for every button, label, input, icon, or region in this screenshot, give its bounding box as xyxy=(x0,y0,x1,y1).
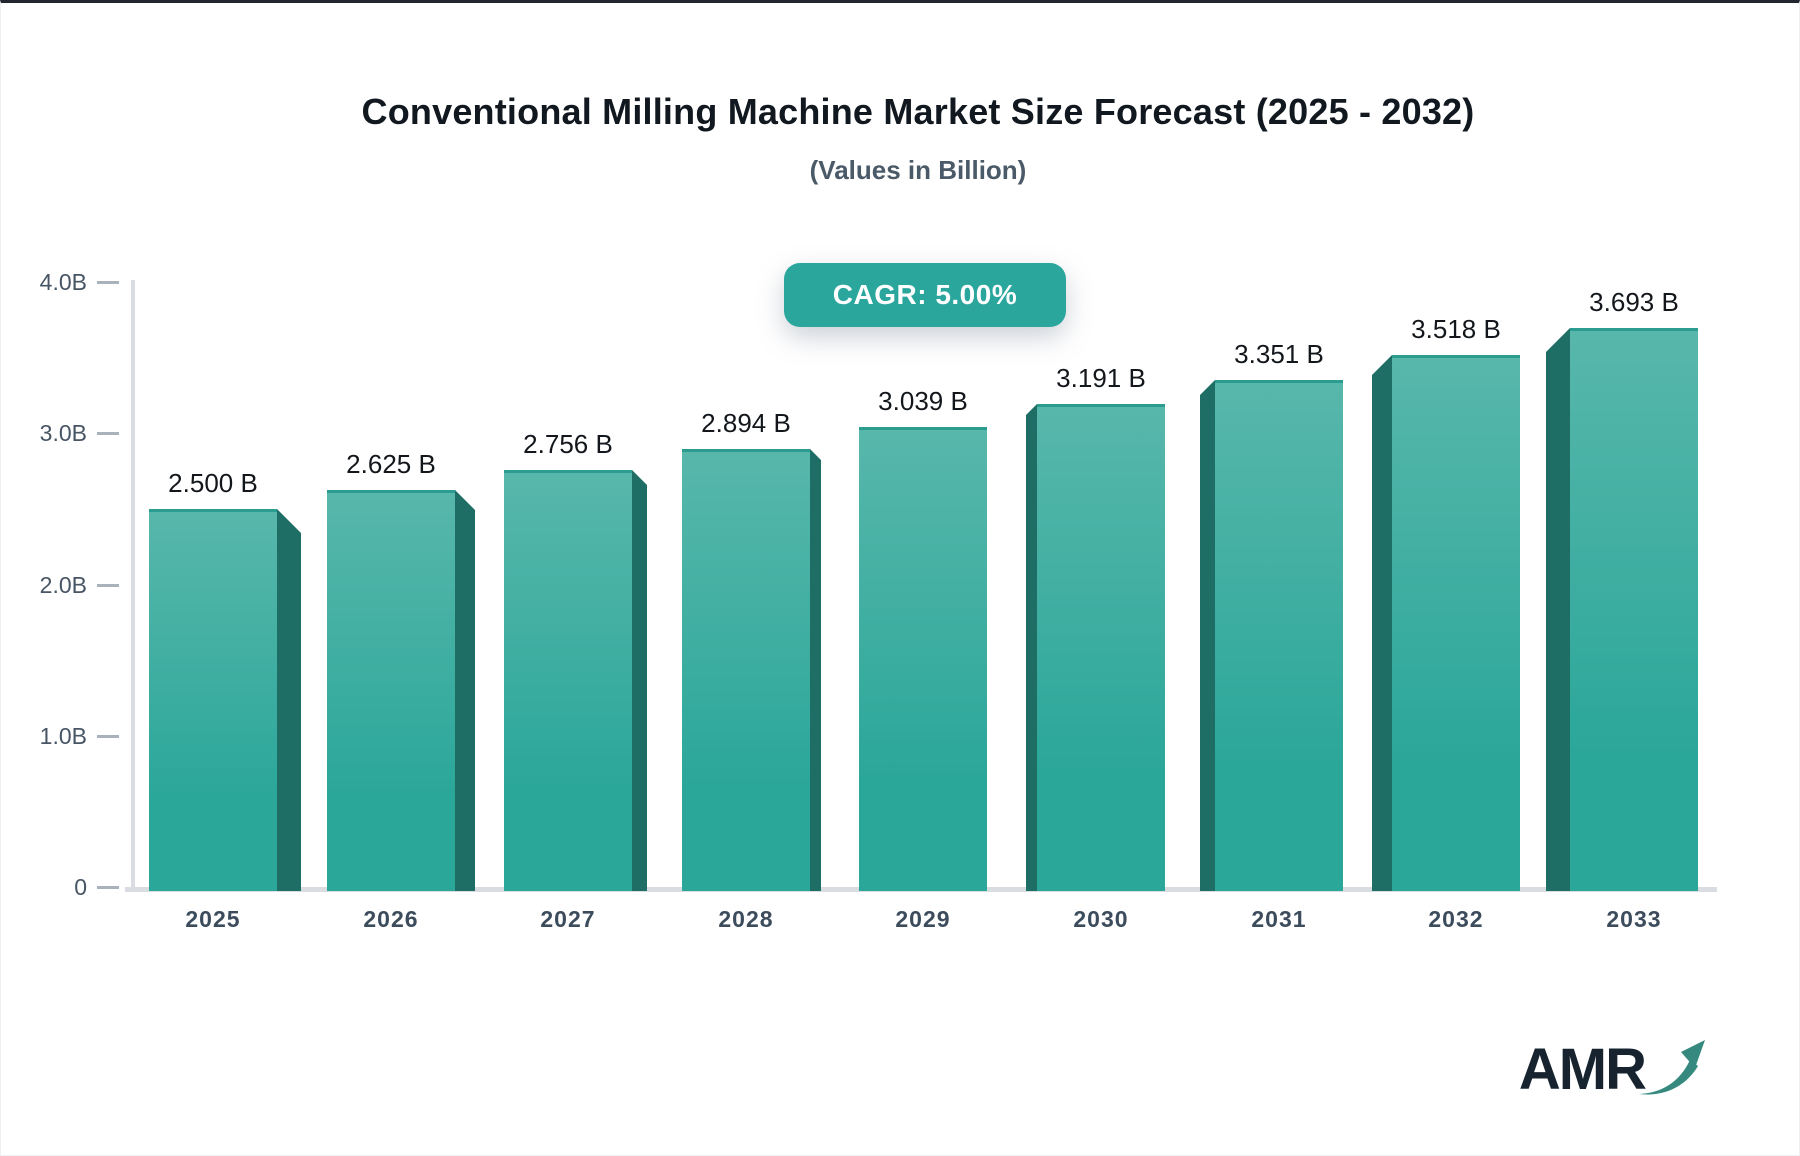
chart-subtitle: (Values in Billion) xyxy=(809,155,1027,185)
y-tick-label-3.0B: 3.0B xyxy=(39,420,87,447)
bar-2030 xyxy=(1026,404,1165,891)
cagr-badge-label: CAGR: 5.00% xyxy=(832,279,1018,310)
bar-side-face-2028 xyxy=(810,449,821,891)
bar-2026 xyxy=(327,490,475,891)
bar-value-label-2025: 2.500 B xyxy=(168,468,258,498)
x-axis-label-2028: 2028 xyxy=(718,906,774,932)
y-axis-line xyxy=(131,280,135,892)
x-axis-label-2025: 2025 xyxy=(185,906,241,932)
x-axis-label-2030: 2030 xyxy=(1073,906,1129,932)
cagr-badge: CAGR: 5.00% xyxy=(784,263,1066,327)
bar-side-face-2031 xyxy=(1200,380,1215,891)
bar-side-face-2026 xyxy=(455,490,475,891)
x-axis-label-2027: 2027 xyxy=(540,906,596,932)
bar-front-face-2030 xyxy=(1037,404,1165,891)
bar-2027 xyxy=(504,470,647,891)
x-axis-label-2033: 2033 xyxy=(1606,906,1662,932)
y-tick-label-2.0B: 2.0B xyxy=(39,571,87,598)
bar-2029 xyxy=(859,427,987,891)
bar-value-label-2028: 2.894 B xyxy=(701,408,791,438)
y-tick-dash-1.0B xyxy=(97,734,119,738)
bar-side-face-2033 xyxy=(1546,328,1570,891)
bar-side-face-2027 xyxy=(632,470,647,891)
bar-side-face-2025 xyxy=(277,509,301,891)
bar-2031 xyxy=(1200,380,1343,891)
y-tick-dash-3.0B xyxy=(97,432,119,436)
x-axis-label-2029: 2029 xyxy=(895,906,951,932)
bar-front-face-2032 xyxy=(1392,355,1520,891)
y-tick-label-4.0B: 4.0B xyxy=(39,269,87,295)
y-tick-label-1.0B: 1.0B xyxy=(39,722,87,749)
chart-header: Conventional Milling Machine Market Size… xyxy=(1,91,1799,186)
y-tick-label-0: 0 xyxy=(74,874,87,900)
bar-value-label-2027: 2.756 B xyxy=(523,429,613,459)
bar-value-label-2026: 2.625 B xyxy=(346,449,436,479)
bar-front-face-2025 xyxy=(149,509,277,891)
x-axis-label-2031: 2031 xyxy=(1251,906,1307,932)
bar-front-face-2029 xyxy=(859,427,987,891)
bar-2028 xyxy=(682,449,821,891)
bar-value-label-2031: 3.351 B xyxy=(1234,339,1324,369)
growth-arrow-icon xyxy=(1639,1040,1705,1095)
amr-logo-text: AMR xyxy=(1518,1037,1647,1102)
y-tick-dash-4.0B xyxy=(97,281,119,284)
y-tick-dash-2.0B xyxy=(97,583,119,587)
bar-2033 xyxy=(1546,328,1698,891)
bar-front-face-2031 xyxy=(1215,380,1343,891)
bar-front-face-2027 xyxy=(504,470,632,891)
bar-value-label-2033: 3.693 B xyxy=(1589,287,1679,317)
bar-value-label-2032: 3.518 B xyxy=(1411,314,1501,344)
bar-value-label-2030: 3.191 B xyxy=(1056,363,1146,393)
plot-area: 0 1.0B 2.0B 3.0B 4.0B 2.500 B 2025 2.625 B 2026… xyxy=(1,3,1799,1155)
bar-front-face-2028 xyxy=(682,449,810,891)
y-tick-dash-0 xyxy=(97,886,119,889)
x-axis-label-2026: 2026 xyxy=(363,906,419,932)
bar-side-face-2030 xyxy=(1026,404,1037,891)
x-axis-label-2032: 2032 xyxy=(1428,906,1484,932)
bar-2032 xyxy=(1372,355,1520,891)
bar-front-face-2026 xyxy=(327,490,455,891)
bar-value-label-2029: 3.039 B xyxy=(878,386,968,416)
bar-side-face-2032 xyxy=(1372,355,1392,891)
amr-logo: AMR xyxy=(1518,1037,1707,1102)
bar-2025 xyxy=(149,509,301,891)
bar-front-face-2033 xyxy=(1570,328,1698,891)
chart-title: Conventional Milling Machine Market Size… xyxy=(361,91,1475,132)
